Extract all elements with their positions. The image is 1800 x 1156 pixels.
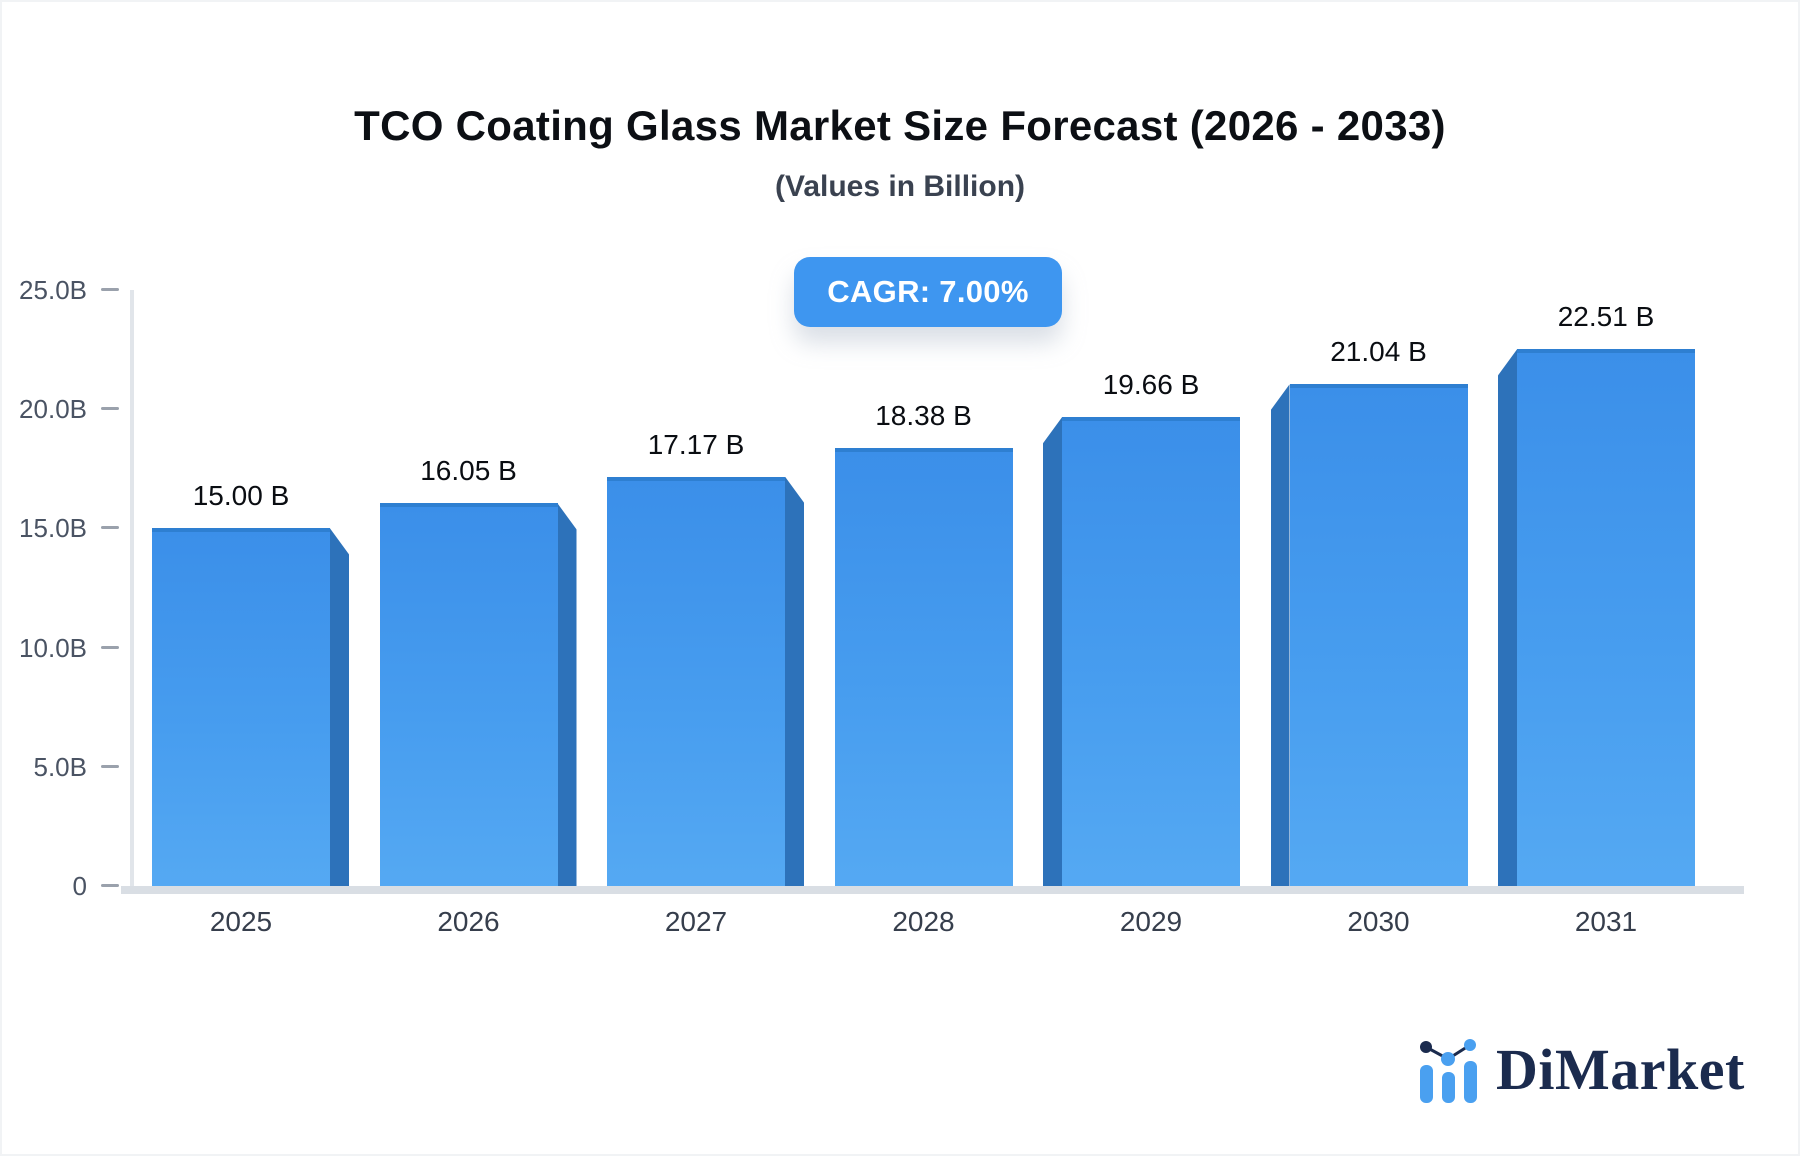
- bar: [152, 528, 330, 890]
- y-tick-label: 15.0B: [19, 513, 87, 544]
- bar-value-label: 21.04 B: [1330, 336, 1427, 368]
- y-axis-line: [130, 290, 134, 891]
- bar-value-label: 15.00 B: [192, 480, 290, 512]
- y-tick-label: 5.0B: [33, 751, 88, 782]
- y-tick-mark: [101, 407, 119, 411]
- y-tick-label: 10.0B: [19, 632, 87, 663]
- cagr-badge: CAGR: 7.00%: [794, 257, 1062, 327]
- y-tick-label: 20.0B: [19, 394, 87, 425]
- bar-side-face: [1498, 349, 1517, 890]
- bar-chart-icon: [1420, 1039, 1477, 1103]
- cagr-badge-label: CAGR: 7.00%: [827, 274, 1029, 309]
- x-tick-label: 2026: [437, 906, 500, 937]
- bar-value-label: 18.38 B: [875, 399, 972, 431]
- bar-side-face: [330, 528, 349, 890]
- bar-side-face: [1270, 384, 1290, 890]
- y-tick-label: 25.0B: [19, 275, 87, 305]
- x-tick-label: 2029: [1119, 906, 1183, 937]
- bar-value-label: 17.17 B: [647, 428, 745, 460]
- bar: [834, 447, 1013, 890]
- x-axis-baseline: [121, 886, 1744, 894]
- bar: [1062, 417, 1240, 890]
- y-tick-mark: [101, 645, 119, 649]
- x-tick-label: 2031: [1574, 906, 1638, 937]
- bar: [379, 503, 558, 890]
- brand-logo: DiMarket: [1418, 1036, 1745, 1104]
- bar: [607, 476, 785, 890]
- x-tick-label: 2028: [892, 906, 955, 937]
- bar-value-label: 22.51 B: [1557, 301, 1655, 333]
- page-title: TCO Coating Glass Market Size Forecast (…: [354, 102, 1446, 149]
- y-tick-mark: [101, 884, 119, 887]
- bar: [1517, 349, 1695, 890]
- page-subtitle: (Values in Billion): [774, 170, 1026, 203]
- x-tick-label: 2030: [1347, 906, 1410, 937]
- y-tick-mark: [101, 526, 119, 530]
- x-tick-label: 2027: [664, 906, 728, 937]
- bar-value-label: 16.05 B: [420, 455, 517, 487]
- bar-side-face: [785, 476, 804, 890]
- bar-value-label: 19.66 B: [1102, 369, 1200, 401]
- brand-name: DiMarket: [1496, 1037, 1745, 1102]
- bar-side-face: [1043, 417, 1062, 890]
- y-tick-mark: [101, 288, 119, 291]
- bar-side-face: [557, 503, 577, 890]
- x-tick-label: 2025: [209, 906, 273, 937]
- bar: [1289, 384, 1468, 890]
- y-tick-label: 0: [72, 871, 87, 901]
- y-tick-mark: [101, 764, 119, 768]
